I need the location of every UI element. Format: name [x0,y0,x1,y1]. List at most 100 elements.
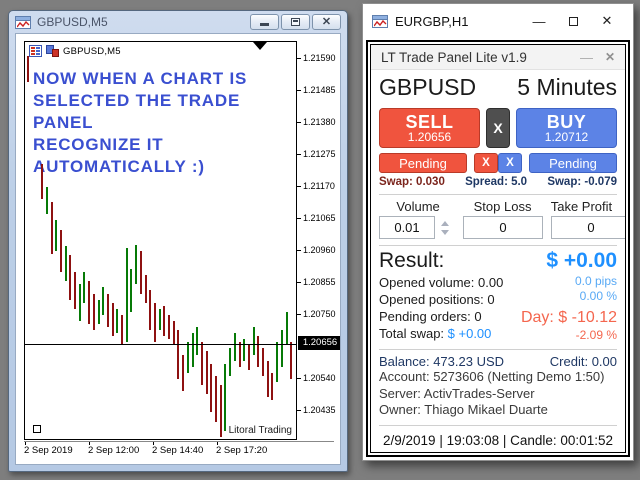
stepper-up-icon[interactable] [441,220,449,226]
price-bar [276,342,279,382]
price-bar [41,164,44,199]
server: Server: ActivTrades-Server [379,385,535,401]
day-result: Day: $ -10.12 [520,309,617,326]
price-bar [153,303,156,342]
stepper-down-icon[interactable] [441,229,449,235]
buy-price: 1.20712 [544,129,589,144]
price-tick-label: 1.20855 [303,277,336,287]
time-tick-label: 2 Sep 14:40 [152,445,204,456]
panel-window-title: EURGBP,H1 [395,13,469,29]
price-bar [182,355,185,391]
stoploss-input[interactable] [463,216,543,239]
spread: Spread: 5.0 [465,176,528,188]
panel-close-icon[interactable]: ✕ [604,50,615,64]
price-tick-label: 1.21380 [303,117,336,127]
axis-tick [297,90,301,91]
price-bar [224,364,227,431]
current-price-label: 1.20656 [298,336,340,350]
price-bar [229,348,232,376]
buy-swap: Swap: -0.079 [547,176,617,188]
price-bar [158,309,161,330]
price-tick-label: 1.21485 [303,85,336,95]
sell-button-label: SELL [405,111,454,132]
price-bar [210,364,213,412]
close-button[interactable]: ✕ [601,13,613,28]
pending-buy-button[interactable]: Pending [529,153,617,173]
takeprofit-label: Take Profit [550,199,613,214]
sell-button[interactable]: SELL 1.20656 [379,108,480,148]
price-bar [163,306,166,336]
price-bar [102,287,105,315]
price-bar [247,345,250,370]
minimize-button[interactable] [250,14,279,30]
price-bar [191,333,194,367]
pending-sell-button[interactable]: Pending [379,153,467,173]
price-bar [238,342,241,367]
broker-watermark: Litoral Trading [228,425,292,436]
trade-panel-title: LT Trade Panel Lite v1.9 [381,49,527,65]
close-button[interactable]: ✕ [312,14,341,30]
bar-chart-icon [46,45,59,57]
panel-window-titlebar[interactable]: EURGBP,H1 — ✕ [363,4,633,38]
price-bar [83,272,86,303]
price-tick-label: 1.20540 [303,373,336,383]
object-selection-handle[interactable] [33,425,41,433]
chart-window-title: GBPUSD,M5 [37,15,108,29]
volume-input[interactable] [379,216,435,239]
price-bar [97,300,100,324]
total-swap-label: Total swap: [379,326,448,341]
price-tick-label: 1.20960 [303,245,336,255]
price-tick-label: 1.20435 [303,405,336,415]
volume-stepper[interactable] [441,220,449,235]
result-value: $ +0.00 [546,249,617,272]
day-percent: -2.09 % [575,328,617,342]
chart-annotation-text: NOW WHEN A CHART IS SELECTED THE TRADE P… [33,69,248,176]
result-label: Result: [379,249,445,272]
cancel-pending-buy-button[interactable]: X [498,153,522,173]
price-bar [106,294,109,327]
price-bar [144,275,147,303]
balance: Balance: 473.23 USD [379,354,505,369]
price-bar [266,361,269,397]
price-bar [215,376,217,422]
divider [379,424,617,426]
candlestick-plot[interactable]: GBPUSD,M5 NOW WHEN A CHART IS SELECTED T… [24,41,297,440]
chart-window: GBPUSD,M5 ✕ GBPUSD,M5 NOW WHEN A CHART I… [8,10,348,472]
time-tick [25,442,26,445]
restore-button[interactable] [281,14,310,30]
axis-tick [297,410,301,411]
chart-window-titlebar[interactable]: GBPUSD,M5 ✕ [9,11,347,33]
price-bar [64,246,67,281]
result-pips: 0.0 pips [574,274,617,288]
price-bar [50,202,53,254]
price-bar [121,315,123,345]
buy-button[interactable]: BUY 1.20712 [516,108,617,148]
price-bar [55,220,58,251]
chart-app-icon [15,15,31,29]
minimize-icon [260,23,269,26]
price-axis[interactable]: 1.21590 1.21485 1.21380 1.21275 1.21170 1.210… [297,41,340,440]
time-axis[interactable]: 2 Sep 2019 2 Sep 12:00 2 Sep 14:40 2 Sep 17… [24,441,334,457]
maximize-button[interactable] [556,14,590,29]
price-bar [243,339,246,361]
close-all-button[interactable]: X [486,108,510,148]
panel-minimize-icon[interactable]: — [579,49,593,65]
stoploss-label: Stop Loss [473,199,532,214]
price-bar [172,321,175,345]
trade-panel-window: EURGBP,H1 — ✕ LT Trade Panel Lite v1.9 —… [362,3,634,461]
price-bar [200,342,203,385]
owner: Owner: Thiago Mikael Duarte [379,402,548,417]
cancel-pending-sell-button[interactable]: X [474,153,498,173]
price-bar [130,269,133,312]
pending-orders: Pending orders: 0 [379,309,482,324]
chart-marker-triangle-icon [253,42,267,50]
divider [379,194,617,195]
buy-button-label: BUY [546,111,587,132]
price-bar [262,348,264,376]
time-tick [153,442,154,445]
trade-panel-header[interactable]: LT Trade Panel Lite v1.9 — ✕ [371,45,625,70]
minimize-button[interactable]: — [532,13,546,29]
price-bar [252,327,255,355]
credit: Credit: 0.00 [549,354,617,369]
takeprofit-input[interactable] [551,216,625,239]
